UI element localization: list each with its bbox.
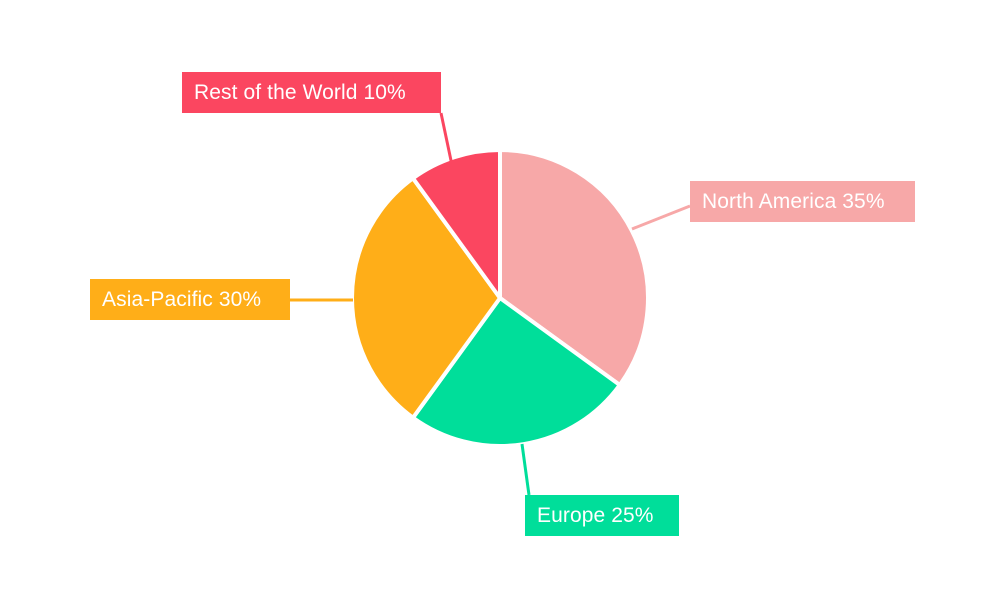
pie-label-north-america[interactable]: North America 35% [690,181,915,222]
pie-label-asia-pacific[interactable]: Asia-Pacific 30% [90,279,290,320]
pie-slice-rest-of-the-world[interactable] [411,148,502,300]
pie-label-rest-of-the-world[interactable]: Rest of the World 10% [182,72,441,113]
pie-slice-group [350,148,650,448]
pie-slice-north-america[interactable] [498,148,650,387]
pie-label-europe[interactable]: Europe 25% [525,495,679,536]
leader-line-rest-of-the-world [439,112,455,171]
leader-line-group [290,112,691,496]
pie-slice-asia-pacific[interactable] [350,176,502,420]
leader-line-europe [520,443,531,496]
leader-line-north-america [631,204,691,231]
